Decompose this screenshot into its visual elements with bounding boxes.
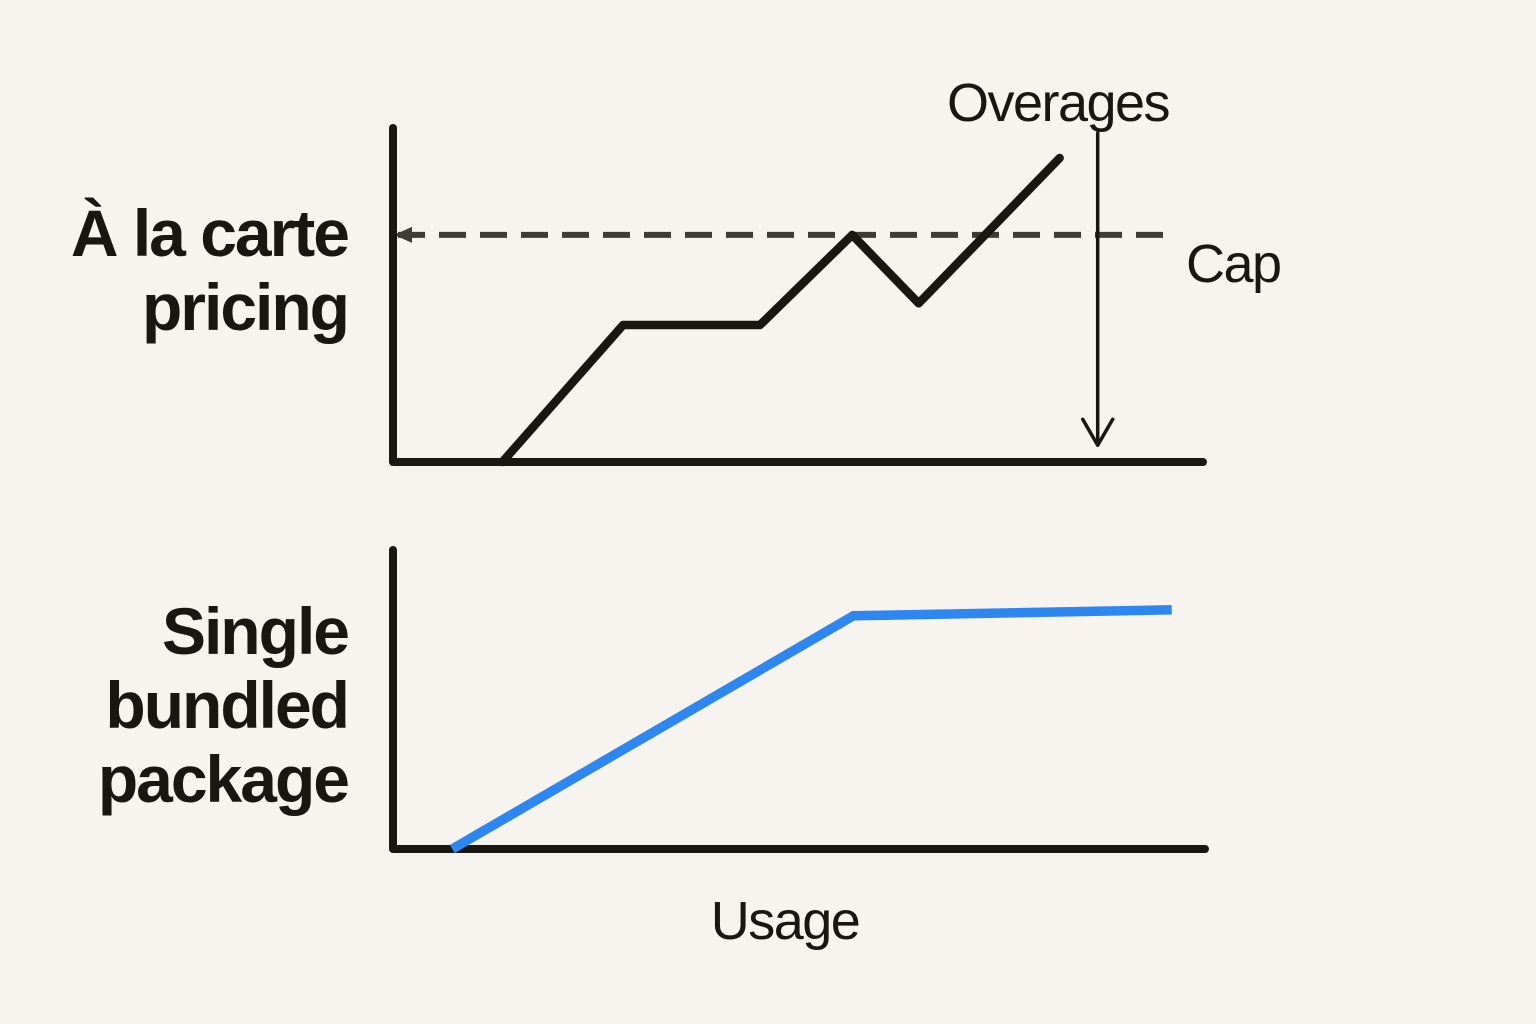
a-la-carte-spend-line <box>498 153 1064 467</box>
overages-arrow-head-icon <box>1080 417 1115 448</box>
bottom-chart-axes <box>389 546 1209 853</box>
cap-left-arrowhead-icon <box>394 226 412 243</box>
a-la-carte-pricing-label: À la carte pricing <box>70 196 350 345</box>
a-la-carte-pricing-line-2: pricing <box>141 269 350 344</box>
single-bundled-package-label: Single bundled package <box>97 594 350 817</box>
overages-label: Overages <box>946 73 1171 133</box>
cap-label: Cap <box>1186 234 1282 294</box>
single-bundled-package-line-3: package <box>97 741 350 816</box>
single-bundled-package-line-2: bundled <box>105 667 350 742</box>
usage-axis-label: Usage <box>710 891 861 951</box>
bundled-package-line <box>449 605 1172 854</box>
single-bundled-package-line-1: Single <box>161 594 350 668</box>
top-chart-axes <box>389 124 1207 466</box>
a-la-carte-pricing-line-1: À la carte <box>70 196 350 270</box>
